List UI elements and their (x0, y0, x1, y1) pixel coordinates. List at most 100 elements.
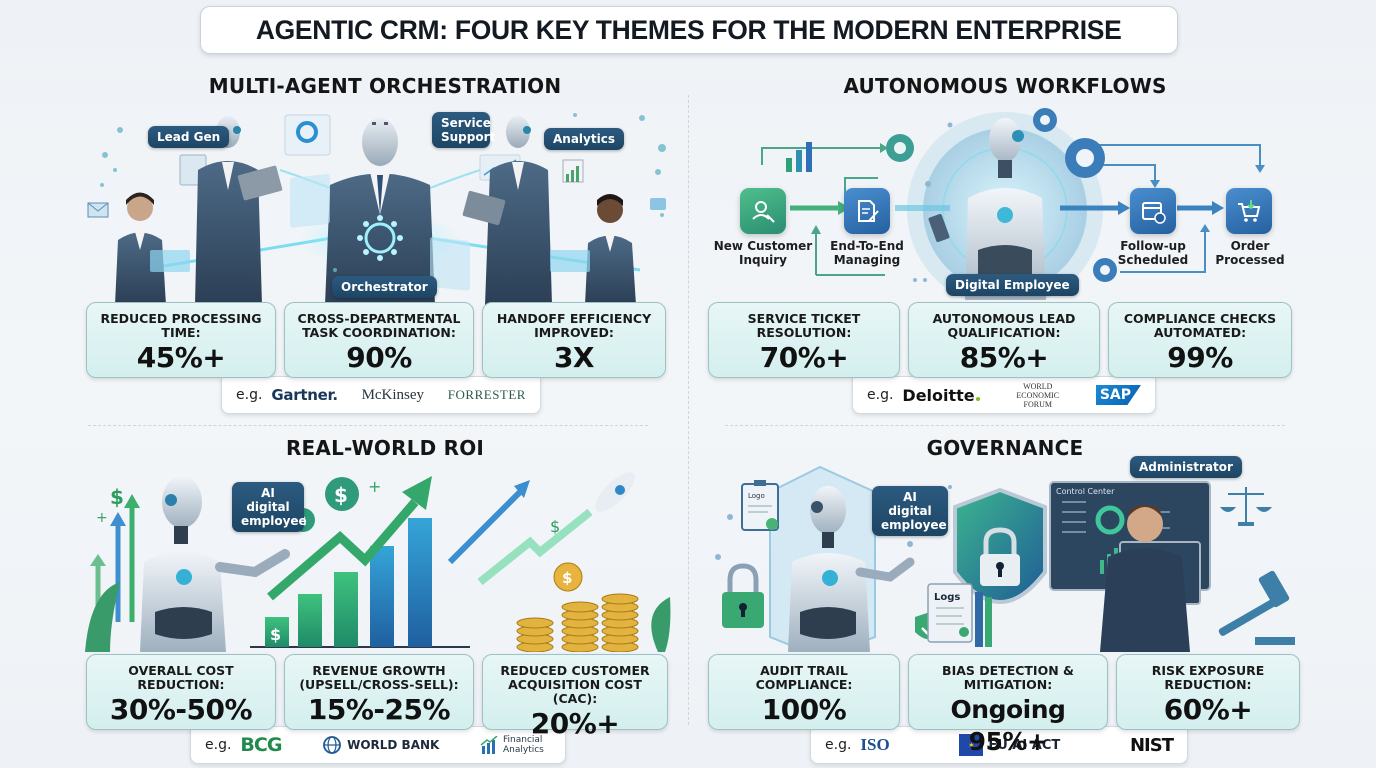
label-digital-employee: Digital Employee (946, 274, 1079, 296)
metric-value: 20%+ (530, 707, 620, 740)
roi-illustration: $ + $ $ $ + $ $ (85, 472, 671, 652)
deloitte-dot (975, 397, 980, 401)
eu-flag-icon: ✶ (959, 734, 984, 756)
label-service-support: Service Support (432, 112, 495, 148)
sources-bar: e.g. Deloitte WORLD ECONOMIC FORUM SAP (852, 376, 1156, 414)
page-title: AGENTIC CRM: FOUR KEY THEMES FOR THE MOD… (256, 14, 1122, 45)
globe-icon (323, 736, 341, 754)
metric-value: 60%+ (1163, 693, 1253, 726)
metric-card: OVERALL COST REDUCTION: 30%-50% (86, 654, 276, 730)
horizontal-divider-left (88, 425, 648, 426)
metric-value: 15%-25% (307, 693, 451, 726)
metric-value: 30%-50% (109, 693, 253, 726)
metric-label: REVENUE GROWTH (UPSELL/CROSS-SELL): (299, 663, 459, 692)
control-center-title: Control Center (1056, 487, 1115, 496)
human-agent-right (550, 194, 636, 305)
human-agent-left (115, 192, 190, 305)
cart-download-icon (1238, 200, 1261, 222)
svg-text:+: + (368, 477, 381, 496)
logo-world-bank: WORLD BANK (347, 738, 440, 752)
logo-world-economic-forum: WORLD ECONOMIC FORUM (1016, 381, 1060, 409)
workflow-illustration (761, 108, 1265, 300)
logo-nist: NIST (1129, 734, 1174, 756)
metric-value: 99% (1167, 341, 1233, 374)
workflow-step-end-to-end-managing (844, 188, 890, 234)
workflow-step-label: Order Processed (1215, 239, 1285, 267)
metric-card: SERVICE TICKET RESOLUTION: 70%+ (708, 302, 900, 378)
metric-label: OVERALL COST REDUCTION: (128, 663, 234, 692)
metric-value: Ongoing 95%+ (950, 695, 1066, 756)
sources-prefix: e.g. (205, 737, 232, 753)
sources-prefix: e.g. (236, 387, 263, 403)
metric-card: AUTONOMOUS LEAD QUALIFICATION: 85%+ (908, 302, 1100, 378)
svg-text:$: $ (334, 483, 348, 507)
clipboard-logo-text: Logo (748, 492, 765, 500)
logo-financial-analytics: Financial Analytics (503, 735, 544, 755)
metric-card: COMPLIANCE CHECKS AUTOMATED: 99% (1108, 302, 1292, 378)
svg-text:$: $ (110, 485, 124, 509)
metric-label: RISK EXPOSURE REDUCTION: (1151, 663, 1265, 692)
quadrant-multi-agent-orchestration: MULTI-AGENT ORCHESTRATION (80, 70, 690, 420)
workflow-step-label: Follow-up Scheduled (1117, 239, 1189, 267)
svg-text:$: $ (562, 569, 572, 587)
label-analytics: Analytics (544, 128, 624, 150)
logo-iso: ISO (860, 735, 890, 754)
workflow-step-order-processed (1226, 188, 1272, 234)
metric-label: BIAS DETECTION & MITIGATION: (942, 663, 1074, 692)
orchestration-illustration (87, 113, 666, 305)
label-lead-gen: Lead Gen (148, 126, 230, 148)
label-administrator: Administrator (1130, 456, 1242, 478)
metric-value: 3X (553, 341, 595, 374)
metric-card: REVENUE GROWTH (UPSELL/CROSS-SELL): 15%-… (284, 654, 474, 730)
logo-sap: SAP (1095, 385, 1141, 405)
chart-growth-icon (480, 736, 498, 754)
metric-value: 90% (346, 341, 412, 374)
user-search-icon (752, 201, 775, 223)
label-orchestrator: Orchestrator (332, 276, 437, 298)
metric-card: CROSS-DEPARTMENTAL TASK COORDINATION: 90… (284, 302, 474, 378)
logs-label: Logs (934, 592, 961, 603)
sources-prefix: e.g. (867, 387, 894, 403)
speech-bubble-ai-digital-employee: AI digital employee (872, 486, 948, 536)
workflow-step-new-customer-inquiry (740, 188, 786, 234)
metric-label: CROSS-DEPARTMENTAL TASK COORDINATION: (297, 311, 461, 340)
metric-label: SERVICE TICKET RESOLUTION: (747, 311, 861, 340)
quadrant-autonomous-workflows: AUTONOMOUS WORKFLOWS (700, 70, 1310, 420)
quadrant-governance: GOVERNANCE Logo (700, 432, 1310, 768)
main-title-banner: AGENTIC CRM: FOUR KEY THEMES FOR THE MOD… (200, 6, 1178, 54)
sources-bar: e.g. ISO ✶ EU AI ACT NIST (810, 726, 1188, 764)
logo-bcg: BCG (240, 734, 282, 756)
metric-card: BIAS DETECTION & MITIGATION: Ongoing 95%… (908, 654, 1108, 756)
section-title: GOVERNANCE (926, 436, 1084, 460)
logo-deloitte: Deloitte (902, 385, 975, 405)
calendar-clock-icon (1142, 202, 1166, 224)
workflow-step-label: End-To-End Managing (830, 239, 904, 267)
metric-card: HANDOFF EFFICIENCY IMPROVED: 3X (482, 302, 666, 378)
svg-text:$: $ (270, 625, 281, 644)
metric-label: COMPLIANCE CHECKS AUTOMATED: (1123, 311, 1277, 340)
section-title: MULTI-AGENT ORCHESTRATION (208, 74, 562, 98)
logo-forrester: FORRESTER (447, 387, 526, 402)
robot-orchestrator (290, 118, 470, 305)
metric-card: RISK EXPOSURE REDUCTION: 60%+ (1116, 654, 1300, 730)
gear-icon-small-green (886, 134, 914, 162)
metric-card: REDUCED CUSTOMER ACQUISITION COST (CAC):… (482, 654, 668, 740)
metric-label: REDUCED PROCESSING TIME: (100, 311, 262, 340)
metric-value: 100% (761, 693, 847, 726)
metric-value: 85%+ (959, 341, 1049, 374)
metric-value: 45%+ (136, 341, 226, 374)
metric-label: AUTONOMOUS LEAD QUALIFICATION: (932, 311, 1076, 340)
section-title: REAL-WORLD ROI (285, 436, 485, 460)
section-title: AUTONOMOUS WORKFLOWS (843, 74, 1167, 98)
vertical-divider (688, 95, 689, 725)
governance-illustration: Logo (715, 465, 1295, 652)
logo-eu-ai-act: EU AI ACT (988, 737, 1061, 753)
horizontal-divider-right (725, 425, 1285, 426)
metric-value: 70%+ (759, 341, 849, 374)
logo-gartner: Gartner. (271, 386, 338, 404)
quadrant-real-world-roi: REAL-WORLD ROI $ + $ $ $ (80, 432, 690, 768)
metric-label: AUDIT TRAIL COMPLIANCE: (755, 663, 853, 692)
svg-text:+: + (96, 510, 108, 526)
metric-label: HANDOFF EFFICIENCY IMPROVED: (496, 311, 652, 340)
metric-label: REDUCED CUSTOMER ACQUISITION COST (CAC): (500, 663, 650, 706)
